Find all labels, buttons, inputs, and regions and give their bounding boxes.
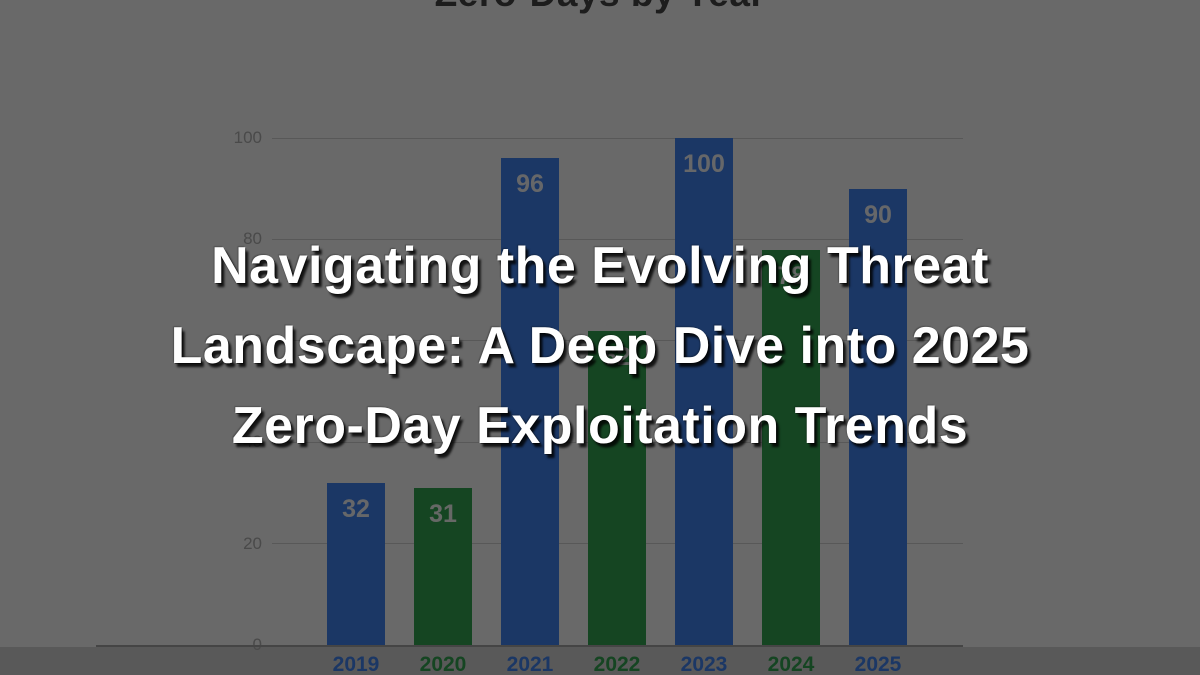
hero-title-line-3: Zero-Day Exploitation Trends bbox=[231, 397, 969, 455]
hero-title-line-2: Landscape: A Deep Dive into 2025 bbox=[170, 317, 1030, 375]
hero-title: Navigating the Evolving Threat Landscape… bbox=[0, 226, 1200, 466]
hero-title-line-1: Navigating the Evolving Threat bbox=[211, 237, 989, 295]
